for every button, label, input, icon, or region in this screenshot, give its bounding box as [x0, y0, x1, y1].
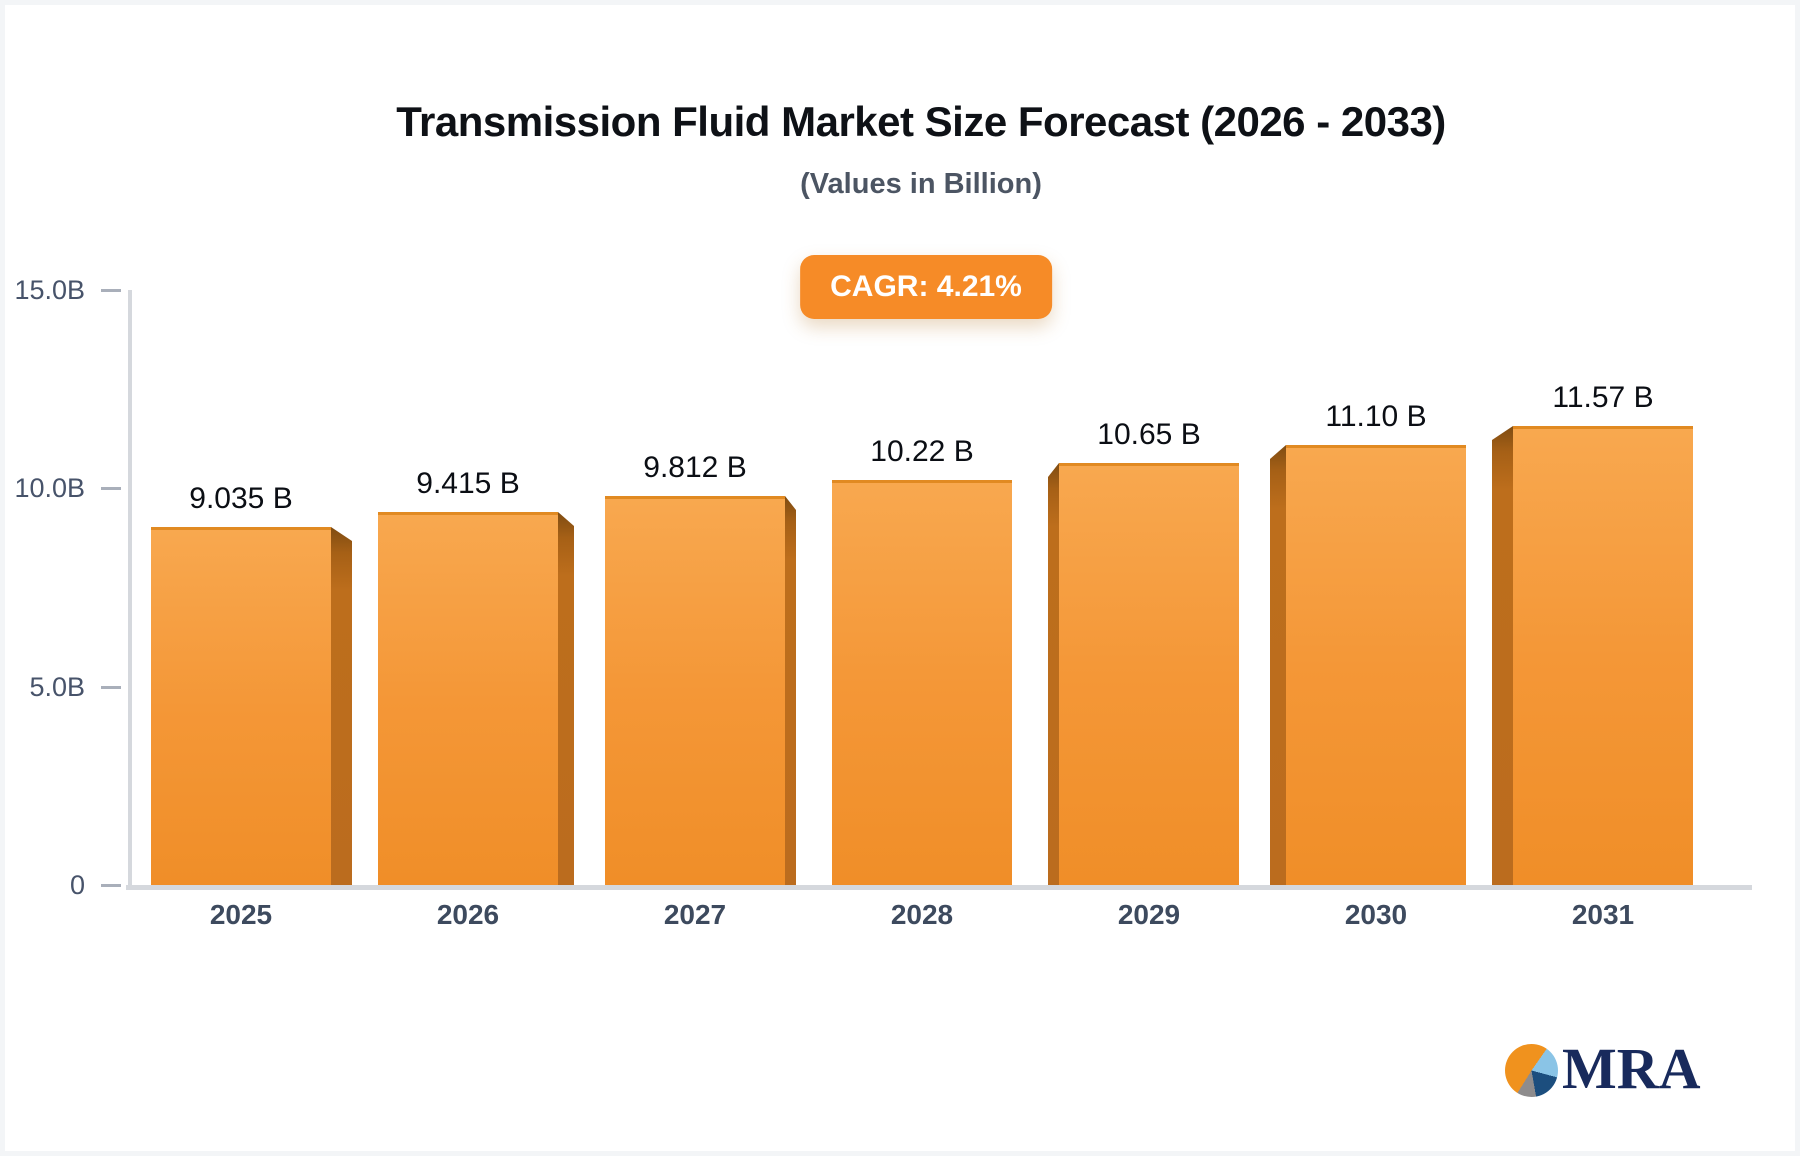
bar-face-2026: [378, 512, 558, 885]
cagr-badge: CAGR: 4.21%: [800, 255, 1052, 319]
bar-face-2030: [1286, 445, 1466, 885]
y-axis-tick-mark: [101, 685, 121, 689]
bar-2026: [378, 512, 574, 885]
bar-side-face: [785, 496, 796, 885]
y-axis-tick-label: 0: [69, 870, 85, 900]
x-axis-label-2028: 2028: [890, 899, 954, 930]
x-axis-label-2027: 2027: [663, 899, 727, 930]
bar-side-face: [1048, 463, 1059, 885]
bar-2031: [1492, 426, 1693, 885]
bar-face-2031: [1513, 426, 1693, 885]
bar-2027: [605, 496, 796, 885]
y-axis-tick-mark: [101, 487, 121, 491]
x-axis-label-2030: 2030: [1344, 899, 1408, 930]
bar-value-label-2025: 9.035 B: [189, 482, 293, 515]
bar-side-face: [1492, 426, 1513, 885]
chart-title: Transmission Fluid Market Size Forecast …: [396, 98, 1446, 145]
bar-side-face: [1270, 445, 1286, 885]
bar-face-2025: [151, 527, 331, 885]
bar-2030: [1270, 445, 1466, 885]
y-axis-tick-label: 10.0B: [14, 473, 85, 504]
y-axis-line: [128, 290, 132, 887]
bar-value-label-2026: 9.415 B: [416, 467, 520, 500]
bar-value-label-2027: 9.812 B: [643, 451, 747, 484]
x-axis-label-2031: 2031: [1571, 899, 1635, 930]
y-axis-tick-mark: [101, 884, 121, 887]
bar-face-2028: [832, 480, 1012, 885]
logo-text: MRA: [1562, 1036, 1701, 1101]
bar-side-face: [331, 527, 352, 885]
bar-value-label-2029: 10.65 B: [1097, 418, 1201, 451]
bar-value-label-2030: 11.10 B: [1325, 400, 1427, 433]
bar-2029: [1048, 463, 1239, 885]
y-axis-tick-mark: [101, 288, 121, 292]
x-axis-label-2026: 2026: [436, 899, 500, 930]
x-axis-baseline: [126, 885, 1752, 890]
bar-2025: [151, 527, 352, 885]
bar-face-2029: [1059, 463, 1239, 885]
bar-2028: [832, 480, 1012, 885]
y-axis-tick-label: 15.0B: [14, 274, 85, 305]
bar-value-label-2031: 11.57 B: [1552, 381, 1654, 414]
bar-side-face: [558, 512, 574, 885]
x-axis-label-2029: 2029: [1117, 899, 1181, 930]
chart-subtitle: (Values in Billion): [800, 168, 1042, 200]
pie-chart-icon: [1505, 1044, 1558, 1097]
x-axis-label-2025: 2025: [209, 899, 273, 930]
y-axis-tick-label: 5.0B: [29, 671, 85, 702]
bar-value-label-2028: 10.22 B: [870, 435, 974, 468]
bar-face-2027: [605, 496, 785, 885]
